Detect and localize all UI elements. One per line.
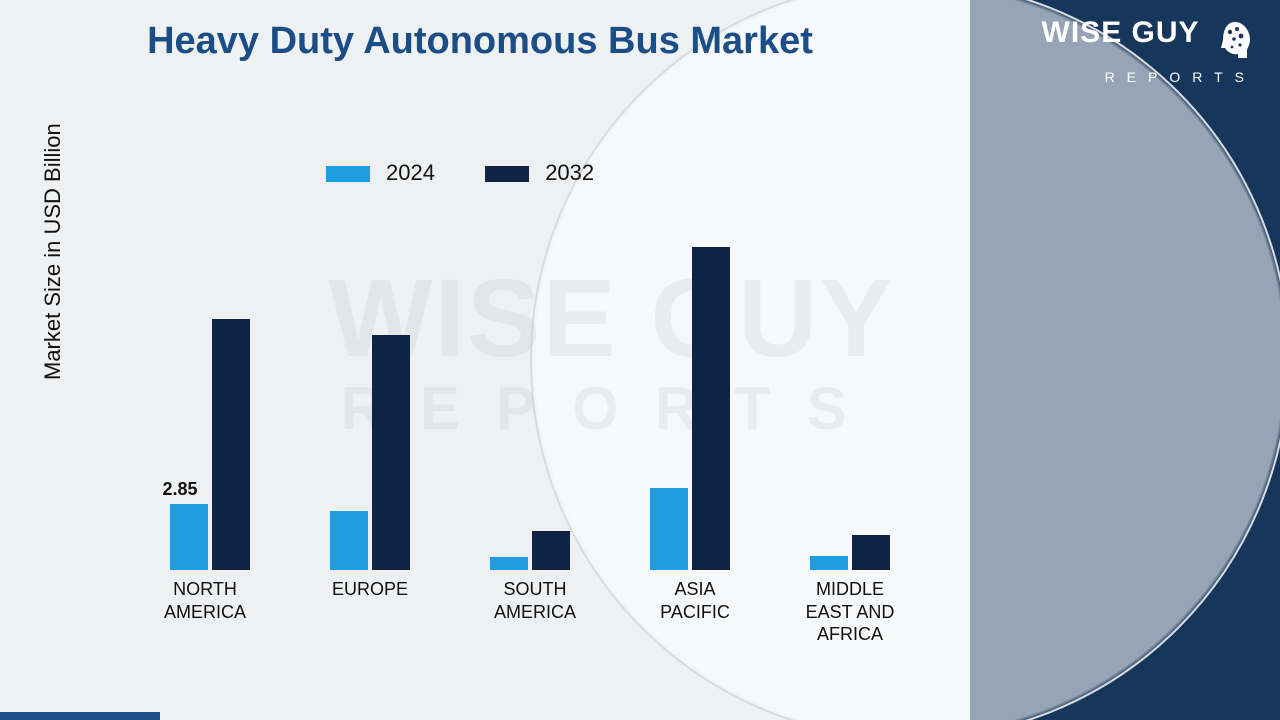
bar-2032 (692, 247, 730, 570)
bar-2024 (170, 504, 208, 570)
logo-line2: REPORTS (1042, 68, 1256, 88)
logo-line1: WISE GUY (1042, 16, 1200, 49)
chart-title: Heavy Duty Autonomous Bus Market (0, 20, 960, 63)
bar-2024 (330, 511, 368, 570)
right-brand-panel (970, 0, 1280, 720)
legend-label-2024: 2024 (386, 160, 435, 185)
legend: 2024 2032 (0, 160, 920, 186)
legend-swatch-2032 (485, 166, 529, 182)
y-axis-label: Market Size in USD Billion (40, 123, 66, 380)
bar-2032 (212, 319, 250, 570)
bar-2024 (650, 488, 688, 570)
category-label: SOUTH AMERICA (475, 578, 595, 623)
brand-logo: WISE GUY REPORTS (1042, 18, 1256, 88)
bar-2024 (810, 556, 848, 570)
bar-value-label: 2.85 (150, 479, 210, 500)
legend-item-2024: 2024 (326, 160, 435, 186)
bar-2024 (490, 557, 528, 570)
bar-2032 (532, 531, 570, 570)
legend-item-2032: 2032 (485, 160, 594, 186)
legend-swatch-2024 (326, 166, 370, 182)
bar-2032 (372, 335, 410, 570)
head-icon (1210, 18, 1256, 64)
legend-label-2032: 2032 (545, 160, 594, 185)
bottom-accent-bar (0, 712, 160, 720)
stage: WISE GUY REPORTS Heavy Duty Autonomous B… (0, 0, 1280, 720)
bar-chart: 2.85 (110, 210, 940, 570)
category-label: EUROPE (320, 578, 420, 601)
category-label: MIDDLE EAST AND AFRICA (790, 578, 910, 646)
category-label: NORTH AMERICA (145, 578, 265, 623)
category-label: ASIA PACIFIC (640, 578, 750, 623)
bar-2032 (852, 535, 890, 570)
